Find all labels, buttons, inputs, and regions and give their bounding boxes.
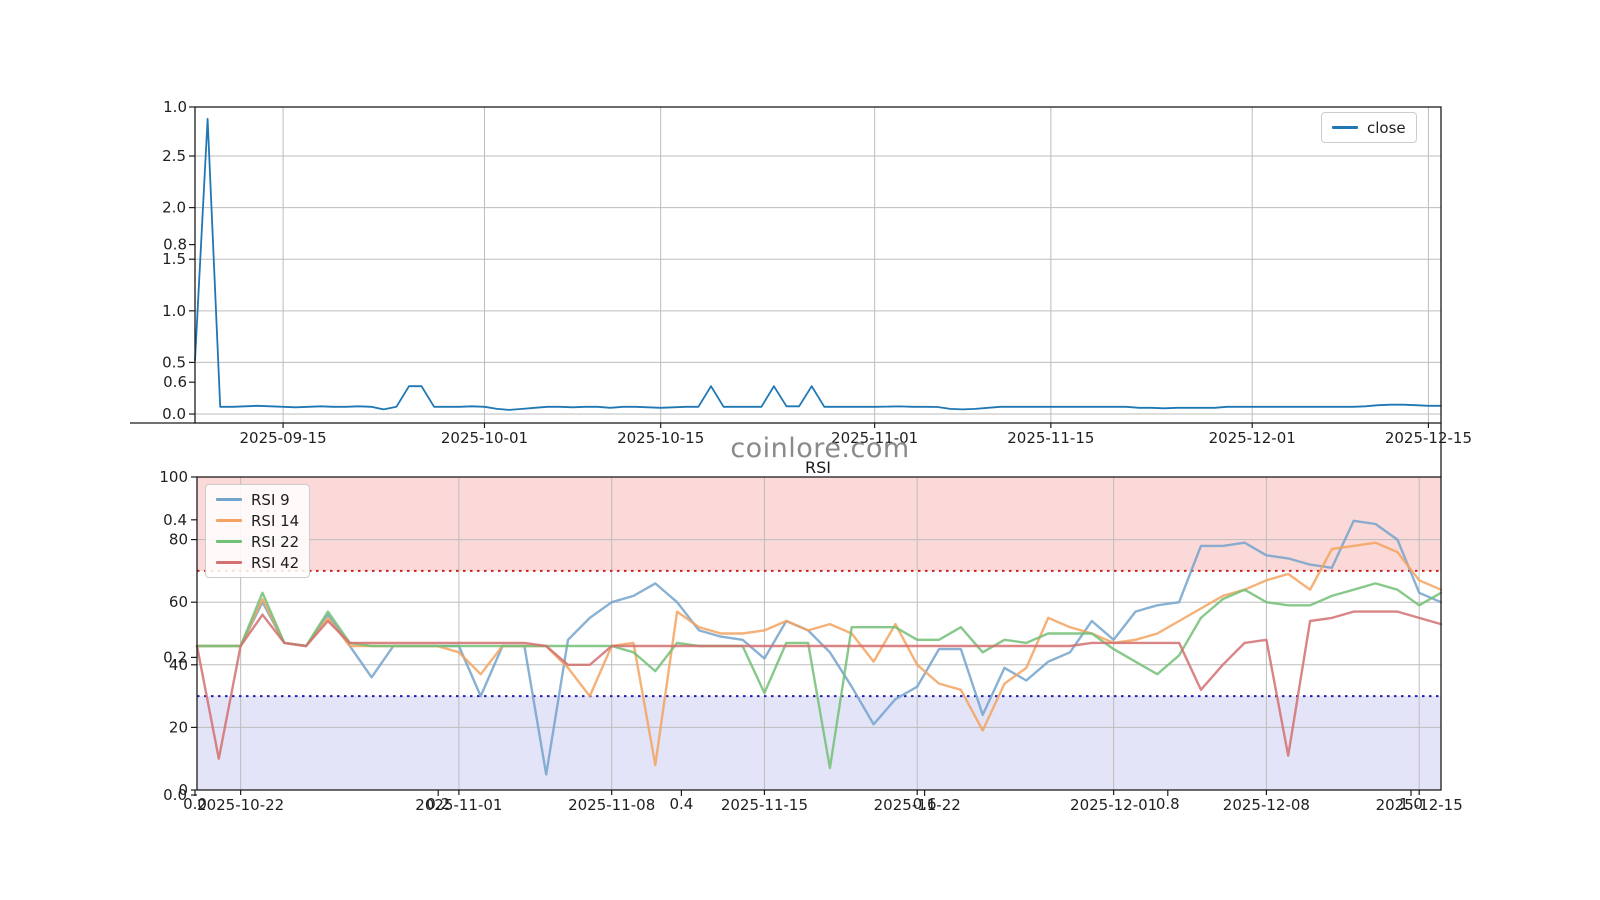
legend-label: close <box>1367 118 1406 137</box>
close-price-legend: close <box>1321 112 1417 143</box>
overlay-y-tick-label: 0.0 <box>163 786 187 804</box>
overbought-band <box>197 477 1441 571</box>
axes-frame <box>194 106 1442 424</box>
legend-line-swatch <box>216 498 242 501</box>
rsi-chart-title: RSI <box>805 458 831 477</box>
x-tick-label: 2025-12-15 <box>1385 429 1472 447</box>
y-tick-label: 60 <box>169 593 188 611</box>
rsi-chart: 2025-10-22 2025-11-01 2025-11-08 2025-11-15… <box>159 468 1462 814</box>
legend-item: RSI 14 <box>216 510 299 531</box>
x-tick-label: 2025-12-08 <box>1223 796 1310 814</box>
overlay-y-tick-label: 0.8 <box>163 236 187 254</box>
legend-label: RSI 22 <box>251 532 300 551</box>
y-tick-label: 80 <box>169 531 188 549</box>
axes-frame <box>196 476 1442 791</box>
legend-item: RSI 22 <box>216 531 299 552</box>
legend-item: RSI 42 <box>216 552 299 573</box>
x-tick-label: 2025-10-01 <box>441 429 528 447</box>
x-tick-label: 2025-11-22 <box>874 796 961 814</box>
y-tick-label: 0.5 <box>162 353 186 371</box>
legend-label: RSI 9 <box>251 490 290 509</box>
y-tick-label: 0 <box>178 781 188 799</box>
legend-item: RSI 9 <box>216 489 299 510</box>
x-tick-label: 2025-11-08 <box>568 796 655 814</box>
legend-line-swatch <box>216 519 242 522</box>
legend-line-swatch <box>1332 126 1358 129</box>
overlay-y-tick-label: 1.0 <box>163 98 187 116</box>
legend-label: RSI 14 <box>251 511 300 530</box>
legend-line-swatch <box>216 540 242 543</box>
overlay-x-tick-label: 1.0 <box>1399 795 1423 813</box>
y-tick-label: 1.5 <box>162 250 186 268</box>
legend-label: RSI 42 <box>251 553 300 572</box>
y-tick-label: 1.0 <box>162 302 186 320</box>
overlay-y-tick-label: 0.6 <box>163 373 187 391</box>
series-rsi-22 <box>195 582 1443 770</box>
x-tick-label: 2025-10-22 <box>197 796 284 814</box>
close-price-chart: 2025-09-15 2025-10-01 2025-10-15 2025-11-01… <box>162 106 1472 447</box>
overlay-x-tick-label: 0.2 <box>426 795 450 813</box>
legend-line-swatch <box>216 561 242 564</box>
x-tick-label: 2025-12-01 <box>1209 429 1296 447</box>
legend-item: close <box>1332 117 1406 138</box>
y-tick-label: 0.0 <box>162 405 186 423</box>
x-tick-label: 2025-11-15 <box>721 796 808 814</box>
overlay-x-tick-label: 0.8 <box>1156 795 1180 813</box>
x-tick-label: 2025-12-15 <box>1376 796 1463 814</box>
rsi-legend: RSI 9 RSI 14 RSI 22 RSI 42 <box>205 484 311 578</box>
x-tick-label: 2025-11-01 <box>415 796 502 814</box>
x-tick-label: 2025-11-01 <box>831 429 918 447</box>
x-tick-label: 2025-10-15 <box>617 429 704 447</box>
overlay-x-tick-label: 0.4 <box>669 795 693 813</box>
overlay-y-tick-label: 0.4 <box>163 511 187 529</box>
y-tick-label: 2.0 <box>162 199 186 217</box>
y-tick-label: 40 <box>169 656 188 674</box>
figure-overlay-axis: 1.00.80.60.40.20.00.0 0.2 0.4 0.6 0.8 1.0 <box>130 98 1442 813</box>
overlay-x-tick-label: 0.0 <box>183 795 207 813</box>
y-tick-label: 100 <box>159 468 188 486</box>
overlay-y-tick-label: 0.2 <box>163 648 187 666</box>
x-tick-label: 2025-11-15 <box>1007 429 1094 447</box>
x-tick-label: 2025-12-01 <box>1070 796 1157 814</box>
coinlore-watermark: coinlore.com <box>730 433 910 464</box>
series-rsi-42 <box>195 610 1443 760</box>
y-tick-label: 2.5 <box>162 147 186 165</box>
series-close <box>194 118 1442 411</box>
x-tick-label: 2025-09-15 <box>240 429 327 447</box>
overlay-x-tick-label: 0.6 <box>913 795 937 813</box>
y-tick-label: 20 <box>169 718 188 736</box>
